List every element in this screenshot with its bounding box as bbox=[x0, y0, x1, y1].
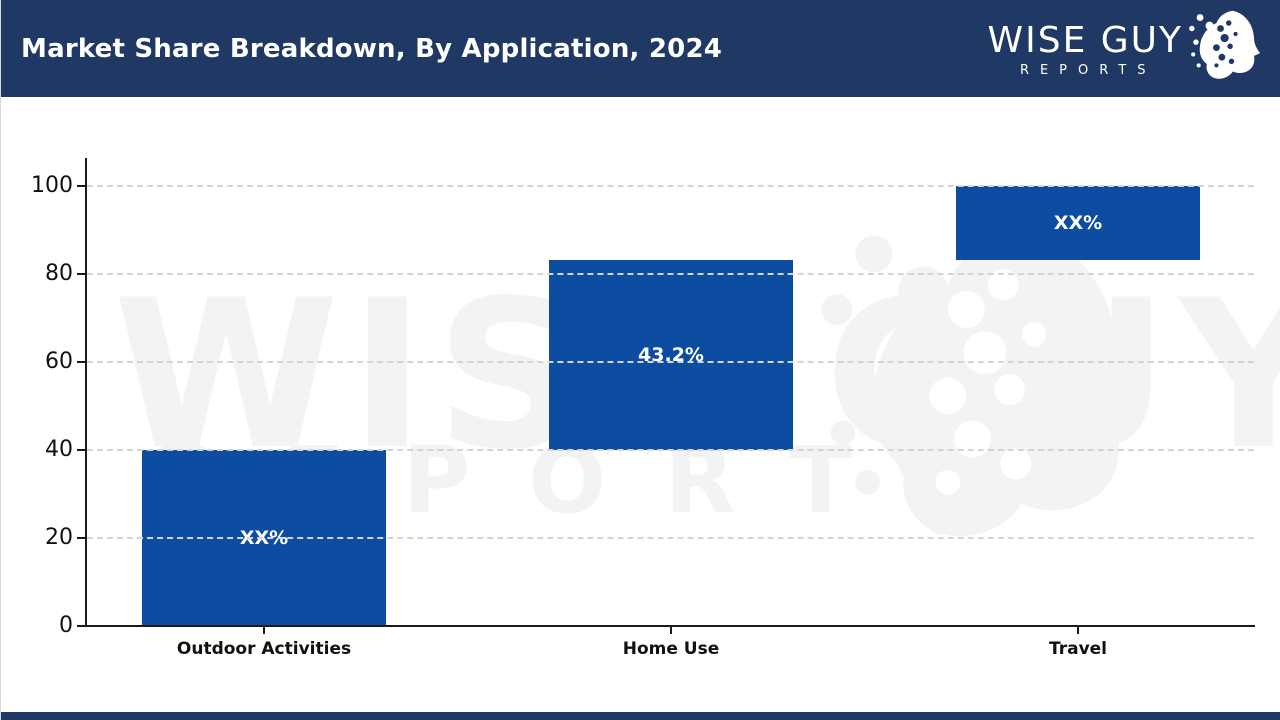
y-tick-label-80: 80 bbox=[45, 261, 73, 286]
y-tick-label-100: 100 bbox=[31, 173, 73, 198]
y-tick-mark-100 bbox=[77, 185, 85, 187]
gridline-20 bbox=[87, 537, 1254, 539]
x-axis-line bbox=[85, 625, 1255, 627]
x-category-label-1: Home Use bbox=[622, 639, 720, 659]
bar-travel: XX% bbox=[956, 186, 1200, 260]
y-tick-mark-60 bbox=[77, 361, 85, 363]
gridline-100 bbox=[87, 185, 1254, 187]
x-category-label-0: Outdoor Activities bbox=[176, 639, 352, 659]
y-tick-label-60: 60 bbox=[45, 349, 73, 374]
logo-text: WISE GUY REPORTS bbox=[987, 19, 1184, 78]
x-category-label-2: Travel bbox=[1048, 639, 1108, 659]
bar-value-label: 43.2% bbox=[638, 343, 704, 366]
header-bar: Market Share Breakdown, By Application, … bbox=[1, 0, 1280, 97]
y-tick-mark-20 bbox=[77, 537, 85, 539]
gridline-40 bbox=[87, 449, 1254, 451]
watermark-face-icon bbox=[821, 229, 1146, 537]
logo-wordmark: WISE GUY bbox=[987, 19, 1183, 61]
y-axis-line bbox=[85, 158, 87, 626]
y-tick-label-40: 40 bbox=[45, 437, 73, 462]
y-tick-label-0: 0 bbox=[59, 613, 73, 638]
bar-value-label: XX% bbox=[1053, 211, 1103, 234]
chart-area: WISE GUY REPORTS XX%43.2%XX%020406080100… bbox=[1, 97, 1280, 712]
bar-home-use: 43.2% bbox=[549, 259, 793, 450]
logo: WISE GUY REPORTS bbox=[988, 8, 1268, 90]
x-tick-mark-2 bbox=[1077, 627, 1079, 634]
x-tick-mark-1 bbox=[670, 627, 672, 634]
chart-title: Market Share Breakdown, By Application, … bbox=[21, 33, 723, 64]
y-tick-label-20: 20 bbox=[45, 525, 73, 550]
y-tick-mark-40 bbox=[77, 449, 85, 451]
logo-face-icon bbox=[1189, 10, 1261, 79]
y-tick-mark-80 bbox=[77, 273, 85, 275]
x-tick-mark-0 bbox=[263, 627, 265, 634]
footer-bar bbox=[1, 712, 1280, 720]
logo-subtitle: REPORTS bbox=[1019, 62, 1157, 78]
gridline-80 bbox=[87, 273, 1254, 275]
y-tick-mark-0 bbox=[77, 625, 85, 627]
gridline-60 bbox=[87, 361, 1254, 363]
